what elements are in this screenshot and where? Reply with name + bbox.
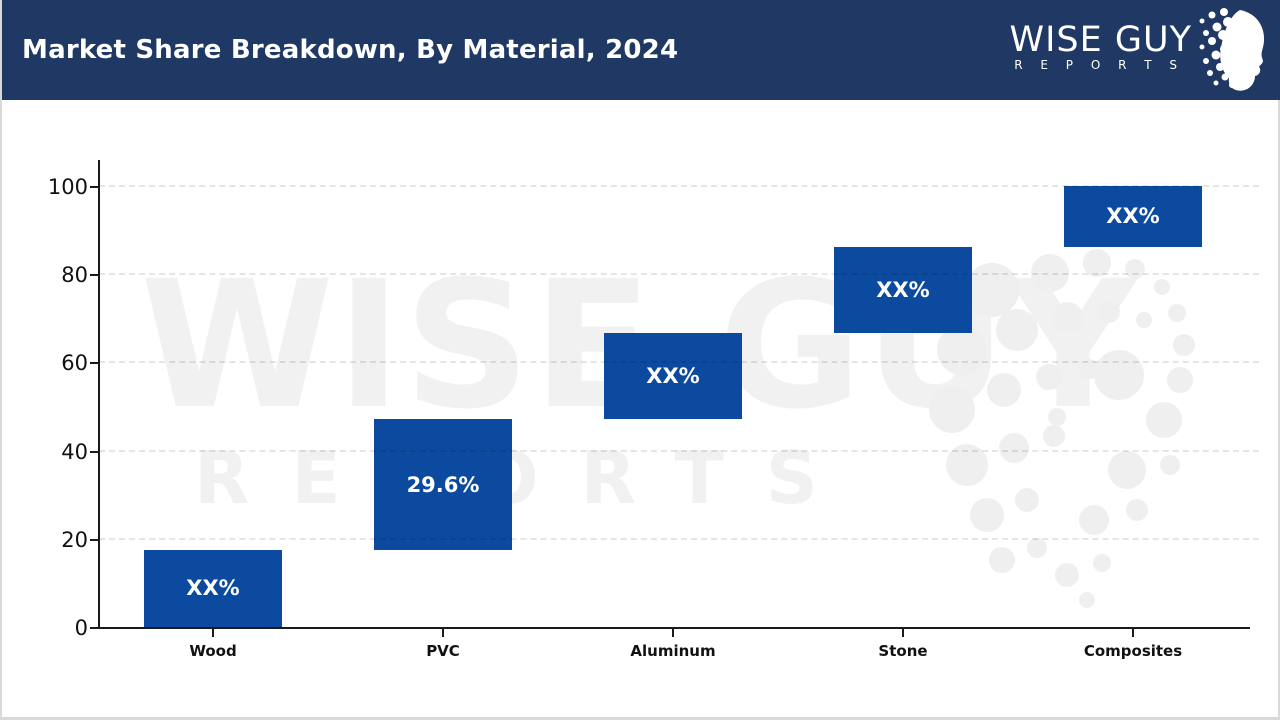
gridline-y80 — [99, 273, 1259, 276]
x-category-label: Composites — [1083, 642, 1183, 660]
x-tick-mark — [442, 629, 444, 637]
y-tick-label: 100 — [47, 175, 88, 199]
watermark-text-line2: REPORTS — [194, 436, 860, 520]
bar-value-label: XX% — [186, 576, 240, 601]
watermark-dotted-head — [929, 249, 1195, 608]
y-tick-mark — [90, 274, 98, 277]
y-tick-label: 40 — [61, 439, 88, 464]
y-tick-mark — [90, 627, 98, 629]
x-category-label: Aluminum — [630, 642, 716, 660]
y-tick-label: 60 — [61, 351, 88, 376]
y-tick-label: 20 — [61, 527, 88, 552]
dotted-head-icon — [1199, 8, 1265, 91]
bar-aluminum — [604, 333, 742, 420]
gridline-y60 — [99, 361, 1259, 364]
gridline-y20 — [99, 537, 1259, 540]
header-band: Market Share Breakdown, By Material, 202… — [2, 0, 1280, 100]
chart-title: Market Share Breakdown, By Material, 202… — [22, 35, 679, 65]
bar-pvc — [374, 419, 512, 550]
y-tick-label: 0 — [74, 616, 88, 640]
y-tick-label: 80 — [61, 263, 88, 288]
y-tick-mark — [90, 450, 98, 453]
brand-subtitle: R E P O R T S — [1014, 58, 1184, 72]
bar-wood — [144, 549, 282, 627]
gridline-y100 — [99, 185, 1259, 187]
y-tick-mark — [90, 186, 98, 188]
x-tick-mark — [212, 629, 214, 637]
x-tick-mark — [1132, 629, 1134, 637]
x-tick-mark — [672, 629, 674, 637]
y-axis-line — [98, 160, 100, 629]
gridline-y40 — [99, 449, 1259, 452]
y-tick-mark — [90, 362, 98, 365]
x-category-label: PVC — [426, 642, 460, 660]
x-category-label: Wood — [189, 642, 237, 660]
bar-value-label: XX% — [646, 364, 700, 389]
x-tick-mark — [902, 629, 904, 637]
brand-name: WISE GUY — [1009, 20, 1192, 60]
y-tick-mark — [90, 538, 98, 541]
bar-value-label: 29.6% — [406, 472, 480, 497]
bar-composites — [1064, 186, 1202, 247]
brand-logo: WISE GUY R E P O R T S — [1009, 0, 1270, 100]
bar-value-label: XX% — [876, 278, 930, 303]
bar-stone — [834, 246, 972, 334]
x-axis-line — [98, 627, 1250, 629]
x-category-label: Stone — [878, 642, 928, 660]
bar-value-label: XX% — [1106, 204, 1160, 229]
